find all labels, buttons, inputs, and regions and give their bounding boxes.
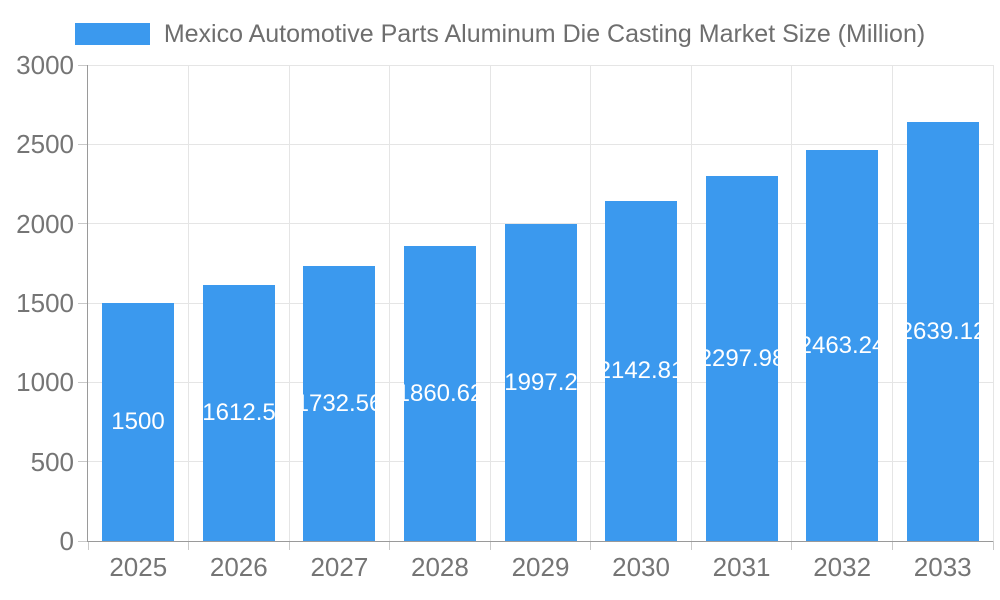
y-axis-label: 500 [30,446,74,477]
bar-value-label: 1732.56 [303,389,375,417]
x-axis-tick [188,541,190,550]
bar-value-label: 2463.24 [806,331,878,359]
y-axis-label: 2500 [16,129,74,160]
bar-2026[interactable]: 1612.5 [203,285,275,541]
bar-value-label: 1500 [111,408,165,435]
chart-legend[interactable]: Mexico Automotive Parts Aluminum Die Cas… [0,20,1000,48]
y-axis-tick [78,461,88,463]
x-axis-tick [690,541,692,550]
gridline-horizontal [88,143,993,145]
x-axis-tick [791,541,793,550]
gridline-vertical [188,65,190,541]
y-axis-label: 3000 [16,50,74,80]
x-axis-label: 2032 [813,552,872,582]
legend-title: Mexico Automotive Parts Aluminum Die Cas… [163,20,926,48]
x-axis-label: 2029 [511,552,570,582]
y-axis-label: 1000 [16,367,74,398]
x-axis-label: 2027 [310,552,369,582]
x-axis-label: 2031 [712,552,771,582]
bar-value-label: 1612.5 [203,399,275,426]
bar-2027[interactable]: 1732.56 [303,266,375,541]
bar-2025[interactable]: 1500 [102,303,174,541]
y-axis-label: 2000 [16,208,74,239]
bar-value-label: 1860.62 [404,379,476,407]
y-axis-tick [78,64,88,66]
x-axis-tick [389,541,391,550]
gridline-horizontal [88,223,993,225]
y-axis-tick [78,381,88,383]
x-axis-label: 2026 [209,552,268,582]
y-axis-tick [78,223,88,225]
gridline-vertical [992,65,994,541]
gridline-vertical [891,65,893,541]
gridline-vertical [489,65,491,541]
bar-2032[interactable]: 2463.24 [806,150,878,541]
bar-value-label: 1997.2 [505,368,577,396]
y-axis-label: 0 [59,526,74,556]
bar-value-label: 2142.81 [605,357,677,384]
bar-2028[interactable]: 1860.62 [404,246,476,541]
gridline-vertical [791,65,793,541]
x-axis-label: 2030 [612,552,670,582]
bar-2031[interactable]: 2297.98 [706,176,778,541]
y-axis-tick [78,302,88,304]
bar-value-label: 2297.98 [706,344,778,372]
y-axis-tick [78,143,88,145]
legend-swatch[interactable] [74,23,150,45]
x-axis-tick [992,541,994,550]
x-axis-tick [891,541,893,550]
gridline-vertical [389,65,391,541]
y-axis-tick [78,540,88,542]
x-axis-label: 2025 [109,552,168,582]
gridline-horizontal [88,64,993,66]
gridline-vertical [590,65,592,541]
x-axis-tick [288,541,290,550]
x-axis-tick [590,541,592,550]
x-axis-label: 2028 [411,552,469,582]
bar-2029[interactable]: 1997.2 [505,224,577,541]
gridline-vertical [288,65,290,541]
x-axis-label: 2033 [913,552,972,582]
y-axis-line [87,65,88,542]
x-axis-tick [489,541,491,550]
x-axis-line [87,541,993,542]
x-axis-tick [87,541,89,550]
gridline-vertical [690,65,692,541]
y-axis-label: 1500 [16,288,74,318]
bar-2030[interactable]: 2142.81 [605,201,677,541]
